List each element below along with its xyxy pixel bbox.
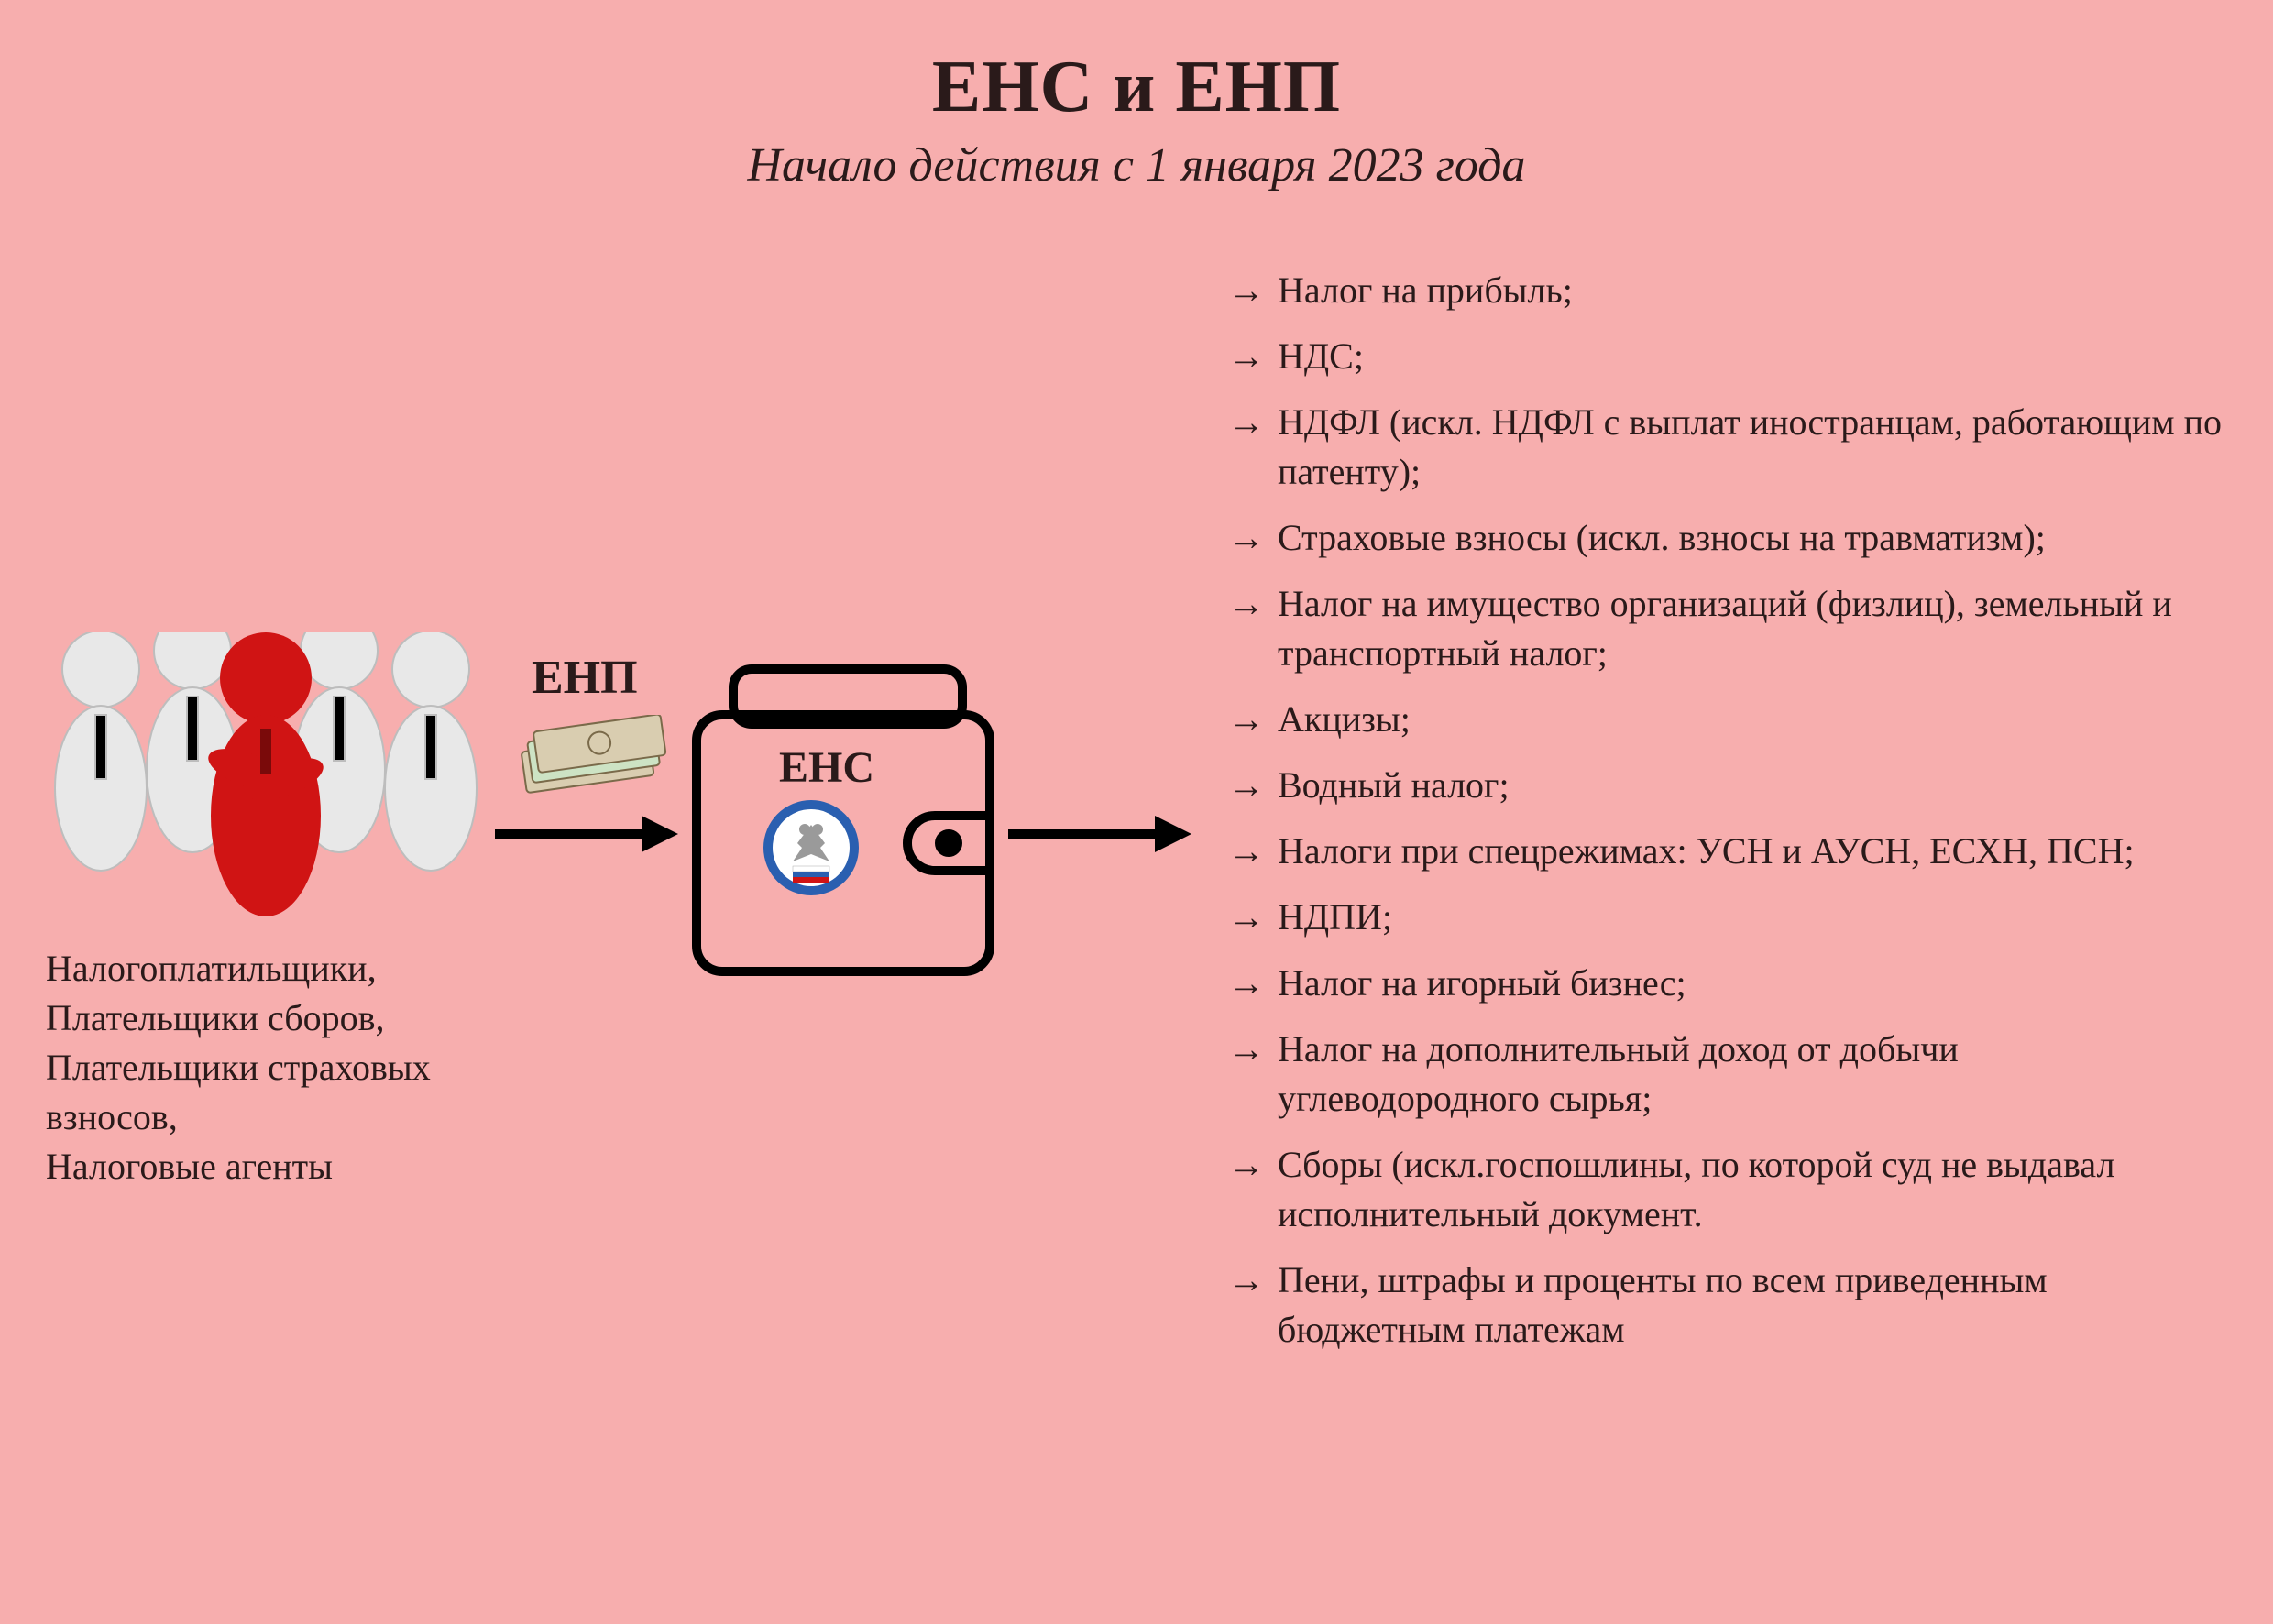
tax-list-item-text: Налог на дополнительный доход от добычи … xyxy=(1278,1025,2227,1124)
tax-list-item-text: НДПИ; xyxy=(1278,893,2227,942)
tax-list-item: → НДПИ; xyxy=(1228,893,2227,942)
tax-list-item: →Налог на дополнительный доход от добычи… xyxy=(1228,1025,2227,1124)
list-arrow-glyph: → xyxy=(1228,398,1265,497)
tax-list-item: →Пени, штрафы и проценты по всем приведе… xyxy=(1228,1256,2227,1355)
list-arrow-glyph: → xyxy=(1228,266,1265,315)
list-arrow-glyph: → xyxy=(1228,959,1265,1008)
tax-list-item: → НДС; xyxy=(1228,332,2227,381)
tax-list-item: → Страховые взносы (искл. взносы на травм… xyxy=(1228,513,2227,563)
tax-list-item-text: Налог на имущество организаций (физлиц),… xyxy=(1278,579,2227,678)
list-arrow-glyph: → xyxy=(1228,761,1265,810)
header: ЕНС и ЕНП Начало действия с 1 января 202… xyxy=(0,0,2273,192)
arrow-icon xyxy=(495,807,678,861)
tax-list-item: → Налог на игорный бизнес; xyxy=(1228,959,2227,1008)
money-icon xyxy=(513,715,669,797)
list-arrow-glyph: → xyxy=(1228,1256,1265,1355)
list-arrow-glyph: → xyxy=(1228,893,1265,942)
arrow-icon xyxy=(1008,807,1191,861)
list-arrow-glyph: → xyxy=(1228,332,1265,381)
tax-list-item-text: Налоги при спецрежимах: УСН и АУСН, ЕСХН… xyxy=(1278,827,2227,876)
tax-list-item-text: Водный налог; xyxy=(1278,761,2227,810)
tax-list-item: → Водный налог; xyxy=(1228,761,2227,810)
list-arrow-glyph: → xyxy=(1228,513,1265,563)
page-subtitle: Начало действия с 1 января 2023 года xyxy=(0,138,2273,192)
tax-list-item: → Акцизы; xyxy=(1228,695,2227,744)
tax-list-item: →Сборы (искл.госпошлины, по которой суд … xyxy=(1228,1140,2227,1239)
wallet-label: ЕНС xyxy=(779,742,874,793)
tax-list-item-text: Страховые взносы (искл. взносы на травма… xyxy=(1278,513,2227,563)
tax-list-item: →Налог на имущество организаций (физлиц)… xyxy=(1228,579,2227,678)
tax-list-item-text: НДС; xyxy=(1278,332,2227,381)
list-arrow-glyph: → xyxy=(1228,827,1265,876)
tax-list-item-text: НДФЛ (искл. НДФЛ с выплат иностранцам, р… xyxy=(1278,398,2227,497)
tax-list-item: →НДФЛ (искл. НДФЛ с выплат иностранцам, … xyxy=(1228,398,2227,497)
tax-list-item-text: Акцизы; xyxy=(1278,695,2227,744)
tax-list-item: → Налоги при спецрежимах: УСН и АУСН, ЕСХ… xyxy=(1228,827,2227,876)
caption-line: Налогоплатильщики, xyxy=(46,944,522,993)
enp-label: ЕНП xyxy=(532,651,638,705)
payers-caption: Налогоплатильщики, Плательщики сборов, П… xyxy=(46,944,522,1191)
list-arrow-glyph: → xyxy=(1228,695,1265,744)
page-title: ЕНС и ЕНП xyxy=(0,46,2273,129)
caption-line: Плательщики сборов, xyxy=(46,993,522,1043)
tax-list-item-text: Налог на прибыль; xyxy=(1278,266,2227,315)
emblem-icon xyxy=(761,797,862,898)
list-arrow-glyph: → xyxy=(1228,1140,1265,1239)
caption-line: Плательщики страховых взносов, xyxy=(46,1043,522,1142)
tax-list-item-text: Пени, штрафы и проценты по всем приведен… xyxy=(1278,1256,2227,1355)
people-icon xyxy=(46,632,486,926)
tax-list-item-text: Сборы (искл.госпошлины, по которой суд н… xyxy=(1278,1140,2227,1239)
tax-list-item-text: Налог на игорный бизнес; xyxy=(1278,959,2227,1008)
tax-list-item: → Налог на прибыль; xyxy=(1228,266,2227,315)
caption-line: Налоговые агенты xyxy=(46,1142,522,1191)
list-arrow-glyph: → xyxy=(1228,1025,1265,1124)
tax-list: →Налог на прибыль;→НДС;→НДФЛ (искл. НДФЛ… xyxy=(1228,266,2227,1371)
list-arrow-glyph: → xyxy=(1228,579,1265,678)
